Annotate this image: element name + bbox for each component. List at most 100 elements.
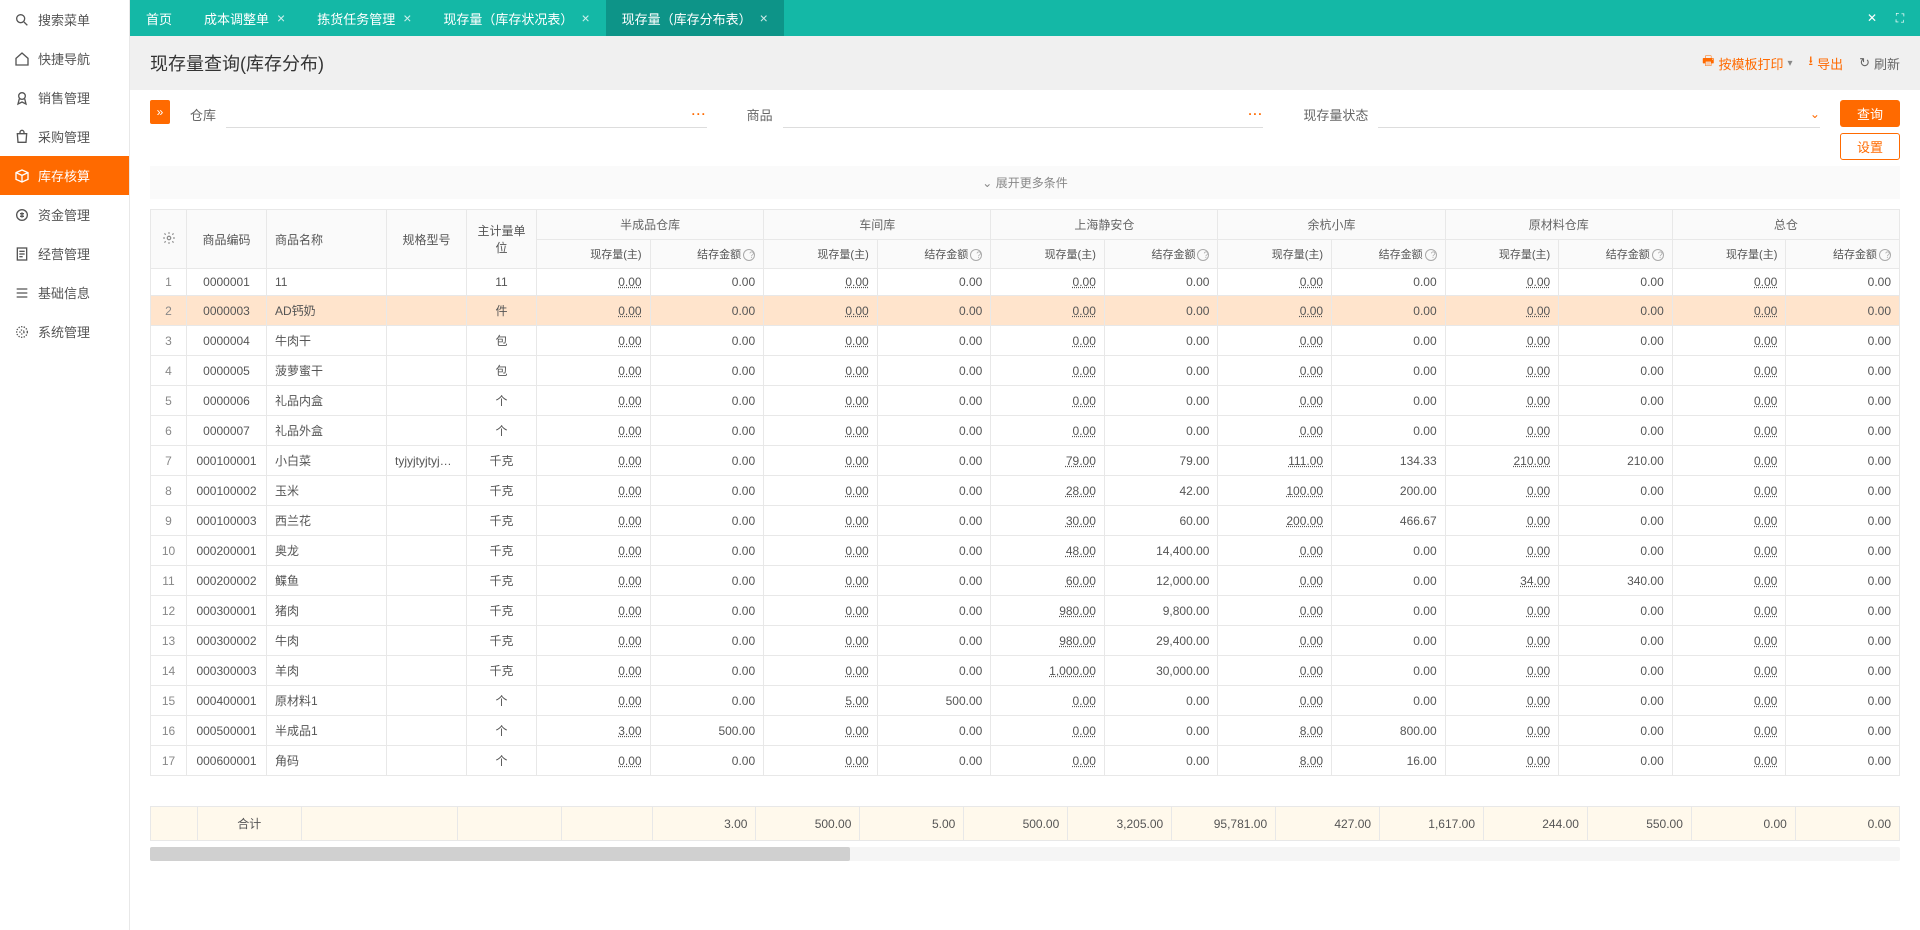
table-row[interactable]: 2 0000003 AD钙奶 件0.000.000.000.000.000.00… xyxy=(151,296,1900,326)
cell-val[interactable]: 0.00 xyxy=(1445,746,1559,776)
tab-3[interactable]: 现存量（库存状况表）× xyxy=(427,0,605,36)
cell-val[interactable]: 0.00 xyxy=(991,326,1105,356)
tab-expand-icon[interactable]: ⛶ xyxy=(1888,6,1912,30)
cell-val[interactable]: 0.00 xyxy=(1218,596,1332,626)
cell-val[interactable]: 0.00 xyxy=(764,356,878,386)
tab-close-all-icon[interactable]: ✕ xyxy=(1860,6,1884,30)
ellipsis-icon[interactable]: ··· xyxy=(1248,107,1263,121)
cell-val[interactable]: 0.00 xyxy=(1218,686,1332,716)
cell-val[interactable]: 0.00 xyxy=(1445,536,1559,566)
cell-val[interactable]: 0.00 xyxy=(1218,416,1332,446)
cell-val[interactable]: 28.00 xyxy=(991,476,1105,506)
cell-val[interactable]: 0.00 xyxy=(1445,596,1559,626)
cell-val[interactable]: 0.00 xyxy=(1672,716,1786,746)
tab-0[interactable]: 首页 xyxy=(130,0,188,36)
cell-val[interactable]: 0.00 xyxy=(1672,506,1786,536)
cell-val[interactable]: 0.00 xyxy=(764,566,878,596)
cell-val[interactable]: 0.00 xyxy=(1672,296,1786,326)
cell-val[interactable]: 79.00 xyxy=(991,446,1105,476)
cell-val[interactable]: 0.00 xyxy=(1445,656,1559,686)
refresh-button[interactable]: ↻ 刷新 xyxy=(1859,54,1900,73)
sidebar-item-8[interactable]: 系统管理 xyxy=(0,312,129,351)
expand-more-filters[interactable]: ⌄ 展开更多条件 xyxy=(150,166,1900,199)
cell-val[interactable]: 111.00 xyxy=(1218,446,1332,476)
sidebar-item-6[interactable]: 经营管理 xyxy=(0,234,129,273)
cell-val[interactable]: 0.00 xyxy=(764,506,878,536)
filter-warehouse-input[interactable]: ··· xyxy=(226,100,707,128)
cell-val[interactable]: 0.00 xyxy=(991,386,1105,416)
cell-val[interactable]: 0.00 xyxy=(764,386,878,416)
cell-val[interactable]: 0.00 xyxy=(764,416,878,446)
filter-status-input[interactable]: ⌄ xyxy=(1378,100,1820,128)
cell-val[interactable]: 1,000.00 xyxy=(991,656,1105,686)
cell-val[interactable]: 0.00 xyxy=(764,446,878,476)
table-row[interactable]: 15 000400001 原材料1 个0.000.005.00500.000.0… xyxy=(151,686,1900,716)
cell-val[interactable]: 0.00 xyxy=(537,476,651,506)
tab-1[interactable]: 成本调整单× xyxy=(188,0,301,36)
cell-val[interactable]: 980.00 xyxy=(991,596,1105,626)
cell-val[interactable]: 0.00 xyxy=(764,596,878,626)
cell-val[interactable]: 0.00 xyxy=(764,536,878,566)
chevron-down-icon[interactable]: ⌄ xyxy=(1810,107,1820,121)
cell-val[interactable]: 0.00 xyxy=(1445,716,1559,746)
cell-val[interactable]: 0.00 xyxy=(1672,476,1786,506)
table-row[interactable]: 9 000100003 西兰花 千克0.000.000.000.0030.006… xyxy=(151,506,1900,536)
cell-val[interactable]: 0.00 xyxy=(537,536,651,566)
cell-val[interactable]: 48.00 xyxy=(991,536,1105,566)
cell-val[interactable]: 0.00 xyxy=(537,596,651,626)
cell-val[interactable]: 0.00 xyxy=(1445,686,1559,716)
table-row[interactable]: 5 0000006 礼品内盒 个0.000.000.000.000.000.00… xyxy=(151,386,1900,416)
table-row[interactable]: 1 0000001 11 110.000.000.000.000.000.000… xyxy=(151,269,1900,296)
cell-val[interactable]: 0.00 xyxy=(537,326,651,356)
sidebar-item-5[interactable]: 资金管理 xyxy=(0,195,129,234)
cell-val[interactable]: 0.00 xyxy=(991,269,1105,296)
cell-val[interactable]: 0.00 xyxy=(537,269,651,296)
cell-val[interactable]: 0.00 xyxy=(1445,626,1559,656)
cell-val[interactable]: 0.00 xyxy=(1445,386,1559,416)
query-button[interactable]: 查询 xyxy=(1840,100,1900,127)
sidebar-item-7[interactable]: 基础信息 xyxy=(0,273,129,312)
cell-val[interactable]: 0.00 xyxy=(1672,686,1786,716)
filter-collapse-toggle[interactable]: » xyxy=(150,100,170,124)
cell-val[interactable]: 0.00 xyxy=(764,269,878,296)
sidebar-item-4[interactable]: 库存核算 xyxy=(0,156,129,195)
sidebar-item-3[interactable]: 采购管理 xyxy=(0,117,129,156)
cell-val[interactable]: 0.00 xyxy=(1672,416,1786,446)
table-row[interactable]: 16 000500001 半成品1 个3.00500.000.000.000.0… xyxy=(151,716,1900,746)
cell-val[interactable]: 0.00 xyxy=(1218,269,1332,296)
cell-val[interactable]: 0.00 xyxy=(1672,656,1786,686)
cell-val[interactable]: 0.00 xyxy=(991,416,1105,446)
cell-val[interactable]: 0.00 xyxy=(1672,269,1786,296)
cell-val[interactable]: 200.00 xyxy=(1218,506,1332,536)
close-icon[interactable]: × xyxy=(581,10,589,26)
cell-val[interactable]: 0.00 xyxy=(537,356,651,386)
cell-val[interactable]: 0.00 xyxy=(537,296,651,326)
cell-val[interactable]: 0.00 xyxy=(1218,566,1332,596)
table-row[interactable]: 17 000600001 角码 个0.000.000.000.000.000.0… xyxy=(151,746,1900,776)
cell-val[interactable]: 0.00 xyxy=(1672,326,1786,356)
cell-val[interactable]: 0.00 xyxy=(537,566,651,596)
cell-val[interactable]: 0.00 xyxy=(1672,626,1786,656)
table-row[interactable]: 13 000300002 牛肉 千克0.000.000.000.00980.00… xyxy=(151,626,1900,656)
cell-val[interactable]: 0.00 xyxy=(537,686,651,716)
cell-val[interactable]: 30.00 xyxy=(991,506,1105,536)
cell-val[interactable]: 0.00 xyxy=(991,686,1105,716)
cell-val[interactable]: 0.00 xyxy=(1218,626,1332,656)
cell-val[interactable]: 0.00 xyxy=(991,746,1105,776)
cell-val[interactable]: 3.00 xyxy=(537,716,651,746)
cell-val[interactable]: 0.00 xyxy=(1672,566,1786,596)
cell-val[interactable]: 0.00 xyxy=(537,446,651,476)
cell-val[interactable]: 8.00 xyxy=(1218,716,1332,746)
tab-2[interactable]: 拣货任务管理× xyxy=(301,0,427,36)
cell-val[interactable]: 60.00 xyxy=(991,566,1105,596)
tab-4[interactable]: 现存量（库存分布表）× xyxy=(606,0,784,36)
cell-val[interactable]: 0.00 xyxy=(764,626,878,656)
cell-val[interactable]: 0.00 xyxy=(1672,386,1786,416)
cell-val[interactable]: 0.00 xyxy=(1445,269,1559,296)
cell-val[interactable]: 0.00 xyxy=(1445,296,1559,326)
cell-val[interactable]: 0.00 xyxy=(1218,536,1332,566)
cell-val[interactable]: 5.00 xyxy=(764,686,878,716)
cell-val[interactable]: 0.00 xyxy=(1445,506,1559,536)
cell-val[interactable]: 0.00 xyxy=(764,716,878,746)
print-button[interactable]: 🖶 按模板打印 ▾ xyxy=(1702,52,1792,74)
